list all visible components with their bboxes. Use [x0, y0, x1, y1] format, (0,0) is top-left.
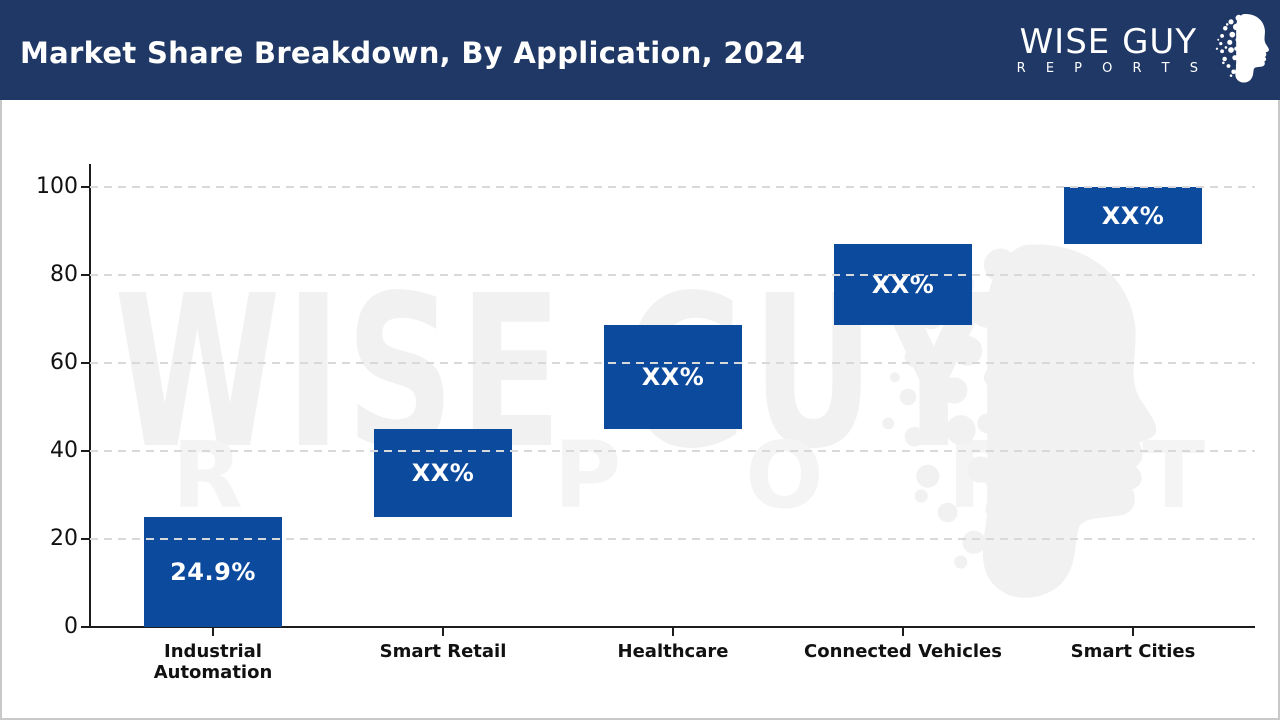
bar-value-label: 24.9% [170, 558, 256, 587]
logo-wordmark: WISE GUY [1019, 21, 1198, 62]
x-axis-tick [902, 628, 904, 636]
bar-segment: XX% [1064, 187, 1202, 245]
y-tick-label: 40 [50, 438, 78, 463]
y-axis-tick [81, 626, 90, 628]
bar-segment: XX% [374, 429, 512, 518]
logo-subtext: R E P O R T S [1016, 60, 1206, 76]
x-tick-label: Healthcare [617, 641, 729, 662]
y-tick-label: 60 [50, 350, 78, 375]
chart-region: WISE GUY R E P O R T S 02040608010024.9%… [0, 100, 1280, 720]
x-tick-label: Smart Cities [1070, 641, 1196, 662]
bar-segment: XX% [604, 325, 742, 429]
y-axis-tick [81, 274, 90, 276]
x-tick-label: Industrial Automation [153, 641, 273, 683]
header-bar: Market Share Breakdown, By Application, … [0, 0, 1280, 100]
y-axis-tick [81, 450, 90, 452]
bar-segment: XX% [834, 244, 972, 326]
logo-text: WISE GUY R E P O R T S [1011, 24, 1206, 77]
gridline [90, 362, 1255, 364]
y-tick-label: 80 [50, 262, 78, 287]
y-axis-tick [81, 186, 90, 188]
x-tick-label: Connected Vehicles [804, 641, 1002, 662]
x-axis-tick [442, 628, 444, 636]
y-axis-tick [81, 538, 90, 540]
page-title: Market Share Breakdown, By Application, … [20, 36, 806, 70]
y-tick-label: 20 [50, 526, 78, 551]
gridline [90, 450, 1255, 452]
y-axis-tick [81, 362, 90, 364]
y-axis [89, 164, 91, 628]
gridline [90, 186, 1255, 188]
gridline [90, 274, 1255, 276]
plot-area: 0 20 40 60 80 100 24.9% Industrial Automation XX… [2, 100, 1280, 720]
bar-value-label: XX% [641, 363, 705, 392]
y-tick-label: 0 [64, 614, 78, 639]
x-axis-tick [212, 628, 214, 636]
x-axis [89, 626, 1255, 628]
bar-value-label: XX% [411, 459, 475, 488]
x-axis-tick [1132, 628, 1134, 636]
bar-value-label: XX% [1101, 201, 1165, 230]
x-tick-label: Smart Retail [379, 641, 507, 662]
logo-face-icon [1215, 14, 1269, 83]
bar-segment: 24.9% [144, 517, 282, 627]
y-tick-label: 100 [36, 174, 78, 199]
wiseguy-logo: WISE GUY R E P O R T S [1011, 6, 1272, 94]
x-axis-tick [672, 628, 674, 636]
gridline [90, 538, 1255, 540]
